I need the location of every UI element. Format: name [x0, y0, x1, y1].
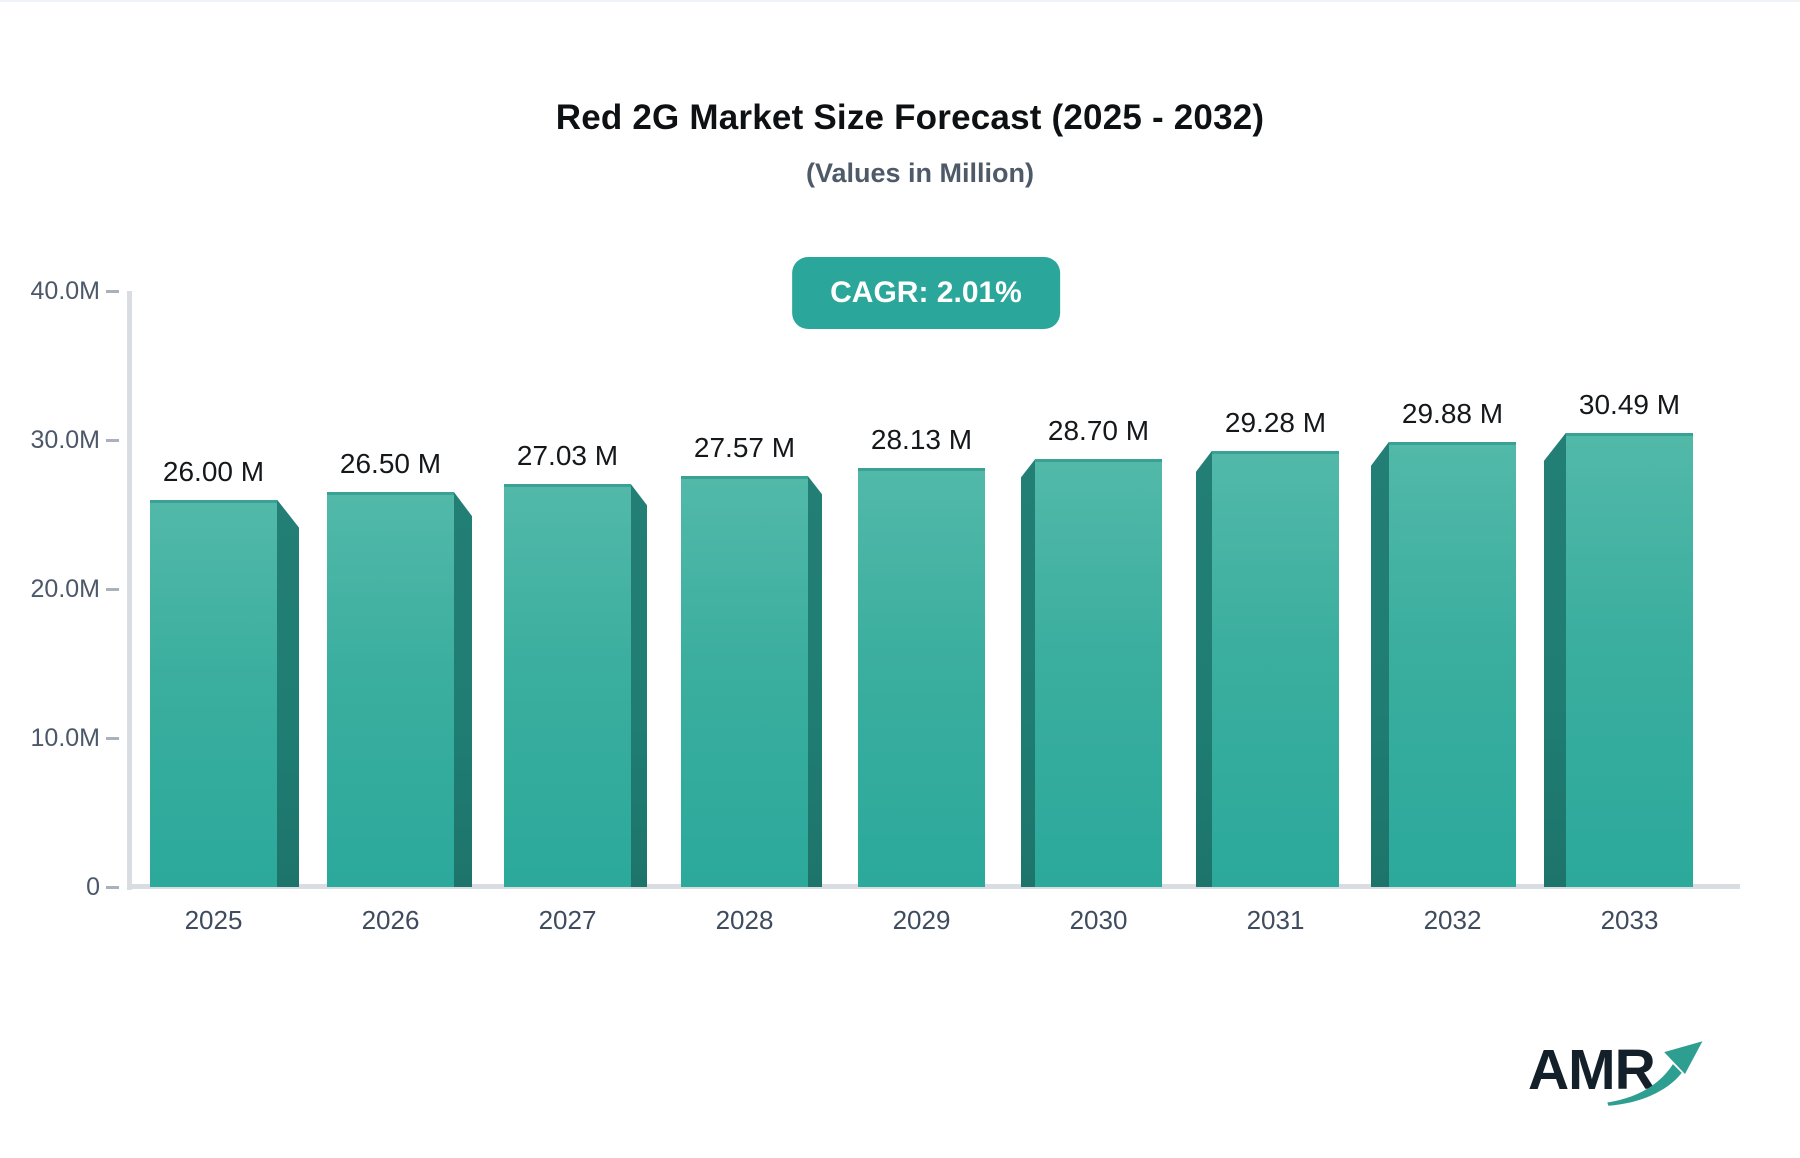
y-axis-tick-label: 20.0M	[30, 575, 100, 603]
bar-value-label-2030: 28.70 M	[1047, 415, 1150, 447]
x-axis-label-2033: 2033	[1600, 905, 1659, 935]
bar-side-shade-2031	[1196, 450, 1212, 887]
cagr-badge: CAGR: 2.01%	[792, 257, 1060, 329]
x-axis-label-2025: 2025	[184, 905, 243, 935]
chart-title: Red 2G Market Size Forecast (2025 - 2032…	[555, 98, 1265, 137]
bar-side-shade-2032	[1371, 441, 1389, 887]
y-axis-tick	[106, 886, 119, 889]
x-axis-label-2031: 2031	[1246, 905, 1305, 935]
bar-2027[interactable]	[504, 484, 631, 887]
bar-2033[interactable]	[1566, 432, 1693, 887]
amr-logo-text: AMR	[1528, 1038, 1656, 1102]
bar-value-label-2028: 27.57 M	[693, 432, 796, 464]
y-axis-tick-label: 40.0M	[30, 277, 100, 305]
bar-2030[interactable]	[1035, 459, 1162, 887]
y-axis-tick-label: 0	[86, 873, 100, 901]
y-axis-tick	[106, 588, 119, 591]
bar-side-shade-2030	[1021, 459, 1035, 887]
bar-side-shade-2028	[808, 476, 822, 887]
bar-value-label-2027: 27.03 M	[516, 440, 619, 472]
bar-value-label-2033: 30.49 M	[1578, 388, 1681, 420]
bar-2029[interactable]	[858, 467, 985, 887]
bar-value-label-2029: 28.13 M	[870, 423, 973, 455]
growth-arrow-icon	[1607, 1041, 1703, 1106]
bar-value-label-2032: 29.88 M	[1401, 397, 1504, 429]
bar-2026[interactable]	[327, 492, 454, 887]
bar-side-shade-2025	[277, 499, 299, 887]
y-axis-tick	[106, 439, 119, 442]
x-axis-label-2030: 2030	[1069, 905, 1128, 935]
chart-subtitle: (Values in Million)	[805, 158, 1035, 188]
y-axis-tick-label: 30.0M	[30, 426, 100, 454]
y-axis-tick	[106, 737, 119, 740]
bar-side-shade-2027	[631, 484, 647, 887]
bar-2031[interactable]	[1212, 450, 1339, 887]
y-axis-line	[127, 291, 132, 890]
amr-logo: AMR	[1528, 1037, 1718, 1117]
x-axis-label-2028: 2028	[715, 905, 774, 935]
bar-2028[interactable]	[681, 476, 808, 887]
y-axis-tick	[106, 290, 119, 293]
x-axis-label-2026: 2026	[361, 905, 420, 935]
bar-side-shade-2026	[454, 492, 472, 887]
bar-value-label-2031: 29.28 M	[1224, 406, 1327, 438]
bar-2032[interactable]	[1389, 441, 1516, 887]
bar-value-label-2025: 26.00 M	[162, 455, 265, 487]
x-axis-label-2029: 2029	[892, 905, 951, 935]
x-axis-label-2032: 2032	[1423, 905, 1482, 935]
x-axis-label-2027: 2027	[538, 905, 597, 935]
bar-side-shade-2033	[1544, 432, 1566, 887]
y-axis-tick-label: 10.0M	[30, 724, 100, 752]
bar-2025[interactable]	[150, 499, 277, 887]
bar-value-label-2026: 26.50 M	[339, 448, 442, 480]
